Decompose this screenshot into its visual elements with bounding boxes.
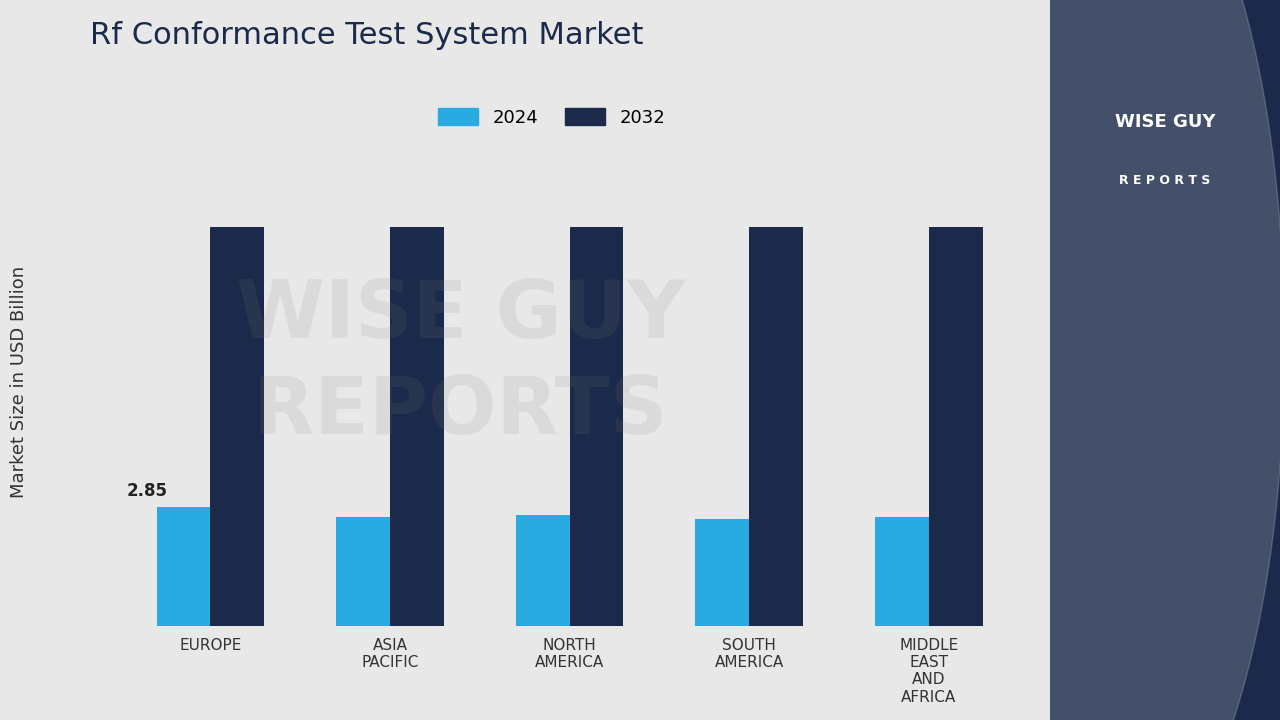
Text: WISE GUY: WISE GUY — [1115, 113, 1215, 131]
Text: R E P O R T S: R E P O R T S — [1119, 174, 1211, 186]
Bar — [749, 228, 803, 626]
Circle shape — [952, 0, 1280, 720]
Bar — [156, 507, 210, 626]
Bar — [929, 228, 983, 626]
Bar — [390, 228, 444, 626]
Bar — [337, 517, 390, 626]
Bar — [516, 515, 570, 626]
Legend: 2024, 2032: 2024, 2032 — [431, 102, 672, 134]
Bar — [570, 228, 623, 626]
Bar — [210, 228, 264, 626]
Text: Market Size in USD Billion: Market Size in USD Billion — [10, 266, 28, 498]
Bar — [876, 517, 929, 626]
Text: WISE GUY
REPORTS: WISE GUY REPORTS — [236, 277, 685, 451]
Text: Rf Conformance Test System Market: Rf Conformance Test System Market — [90, 22, 643, 50]
Bar — [695, 519, 749, 626]
Text: 2.85: 2.85 — [127, 482, 168, 500]
